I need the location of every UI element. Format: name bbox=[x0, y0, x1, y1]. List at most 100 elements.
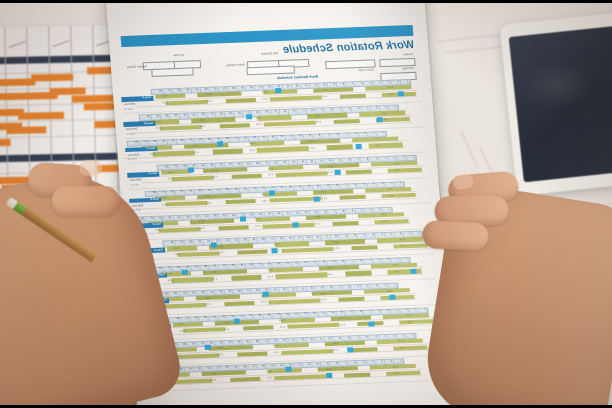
highlighted-cell[interactable] bbox=[204, 344, 211, 350]
shift-cell[interactable] bbox=[312, 188, 353, 195]
shift-cell[interactable] bbox=[203, 167, 248, 174]
shift-cell[interactable] bbox=[165, 99, 209, 106]
shift-cell[interactable] bbox=[268, 266, 303, 273]
shift-cell[interactable] bbox=[224, 300, 255, 307]
field-input-rotation[interactable] bbox=[379, 57, 416, 68]
shift-cell[interactable] bbox=[306, 112, 348, 119]
shift-cell[interactable] bbox=[159, 125, 202, 131]
shift-cell[interactable] bbox=[269, 165, 304, 171]
highlighted-cell[interactable] bbox=[262, 291, 269, 297]
highlighted-cell[interactable] bbox=[410, 268, 417, 274]
shift-cell[interactable] bbox=[172, 321, 204, 327]
shift-cell[interactable] bbox=[306, 214, 347, 221]
shift-cell[interactable] bbox=[230, 275, 262, 281]
shift-cell[interactable] bbox=[166, 245, 198, 251]
shift-cell[interactable] bbox=[324, 239, 366, 245]
shift-cell[interactable] bbox=[219, 123, 250, 129]
highlighted-cell[interactable] bbox=[334, 169, 341, 176]
field-input-shift-c[interactable] bbox=[246, 65, 295, 76]
shift-cell[interactable] bbox=[330, 315, 372, 321]
shift-cell[interactable] bbox=[177, 251, 220, 258]
shift-cell[interactable] bbox=[393, 243, 428, 249]
shift-cell[interactable] bbox=[300, 138, 341, 145]
shift-cell[interactable] bbox=[256, 216, 291, 223]
shift-cell[interactable] bbox=[256, 146, 310, 153]
shift-cell[interactable] bbox=[268, 298, 321, 305]
shift-cell[interactable] bbox=[250, 140, 285, 147]
shift-cell[interactable] bbox=[269, 95, 323, 102]
shift-cell[interactable] bbox=[183, 327, 226, 334]
shift-cell[interactable] bbox=[380, 294, 415, 301]
shift-cell[interactable] bbox=[218, 224, 249, 231]
highlighted-cell[interactable] bbox=[268, 189, 276, 196]
shift-cell[interactable] bbox=[231, 173, 262, 179]
shift-cell[interactable] bbox=[313, 87, 354, 93]
shift-cell[interactable] bbox=[190, 218, 235, 225]
highlighted-cell[interactable] bbox=[355, 143, 362, 149]
highlighted-cell[interactable] bbox=[389, 294, 396, 300]
shift-cell[interactable] bbox=[155, 93, 186, 100]
shift-cell[interactable] bbox=[399, 319, 434, 325]
shift-cell[interactable] bbox=[176, 352, 220, 359]
shift-cell[interactable] bbox=[225, 199, 256, 205]
shift-cell[interactable] bbox=[339, 93, 367, 99]
shift-cell[interactable] bbox=[344, 270, 372, 277]
highlighted-cell[interactable] bbox=[271, 248, 278, 254]
shift-cell[interactable] bbox=[317, 366, 359, 373]
highlighted-cell[interactable] bbox=[210, 242, 218, 249]
highlighted-cell[interactable] bbox=[292, 222, 299, 228]
shift-cell[interactable] bbox=[274, 342, 309, 349]
shift-cell[interactable] bbox=[225, 97, 257, 103]
shift-cell[interactable] bbox=[344, 372, 371, 378]
shift-cell[interactable] bbox=[236, 351, 268, 357]
highlighted-cell[interactable] bbox=[285, 366, 292, 373]
shift-cell[interactable] bbox=[208, 345, 253, 351]
shift-cell[interactable] bbox=[262, 222, 315, 229]
shift-cell[interactable] bbox=[351, 245, 378, 251]
shift-cell[interactable] bbox=[386, 370, 421, 377]
shift-cell[interactable] bbox=[381, 193, 416, 199]
shift-cell[interactable] bbox=[280, 317, 316, 323]
shift-cell[interactable] bbox=[161, 169, 192, 175]
shift-cell[interactable] bbox=[158, 226, 201, 233]
shift-cell[interactable] bbox=[350, 346, 378, 352]
shift-cell[interactable] bbox=[201, 370, 247, 377]
shift-cell[interactable] bbox=[202, 269, 247, 275]
shift-cell[interactable] bbox=[170, 276, 214, 283]
highlighted-cell[interactable] bbox=[239, 216, 247, 222]
shift-cell[interactable] bbox=[263, 120, 316, 127]
shift-cell[interactable] bbox=[274, 241, 310, 247]
highlighted-cell[interactable] bbox=[368, 320, 375, 327]
shift-cell[interactable] bbox=[274, 374, 327, 381]
highlighted-cell[interactable] bbox=[275, 87, 282, 94]
highlighted-cell[interactable] bbox=[397, 91, 405, 97]
shift-cell[interactable] bbox=[195, 294, 241, 301]
highlighted-cell[interactable] bbox=[245, 114, 253, 120]
shift-cell[interactable] bbox=[332, 220, 359, 226]
shift-cell[interactable] bbox=[280, 348, 334, 355]
highlighted-cell[interactable] bbox=[181, 269, 189, 275]
field-input-key-date-3[interactable] bbox=[151, 67, 194, 77]
highlighted-cell[interactable] bbox=[313, 196, 320, 202]
shift-cell[interactable] bbox=[339, 194, 366, 201]
shift-cell[interactable] bbox=[152, 150, 196, 157]
shift-cell[interactable] bbox=[190, 117, 236, 124]
shift-cell[interactable] bbox=[275, 170, 328, 178]
shift-cell[interactable] bbox=[374, 218, 409, 225]
highlighted-cell[interactable] bbox=[376, 117, 383, 123]
shift-cell[interactable] bbox=[324, 340, 365, 347]
shift-cell[interactable] bbox=[212, 148, 244, 155]
shift-cell[interactable] bbox=[392, 344, 428, 351]
shift-cell[interactable] bbox=[274, 272, 328, 279]
shift-cell[interactable] bbox=[165, 200, 208, 207]
shift-cell[interactable] bbox=[171, 175, 214, 182]
shift-cell[interactable] bbox=[345, 169, 372, 175]
shift-cell[interactable] bbox=[256, 115, 292, 121]
highlighted-cell[interactable] bbox=[216, 141, 224, 147]
shift-cell[interactable] bbox=[196, 193, 241, 199]
shift-cell[interactable] bbox=[237, 249, 268, 255]
shift-cell[interactable] bbox=[311, 290, 353, 297]
shift-cell[interactable] bbox=[326, 144, 354, 150]
shift-cell[interactable] bbox=[262, 190, 297, 197]
highlighted-cell[interactable] bbox=[233, 318, 240, 324]
